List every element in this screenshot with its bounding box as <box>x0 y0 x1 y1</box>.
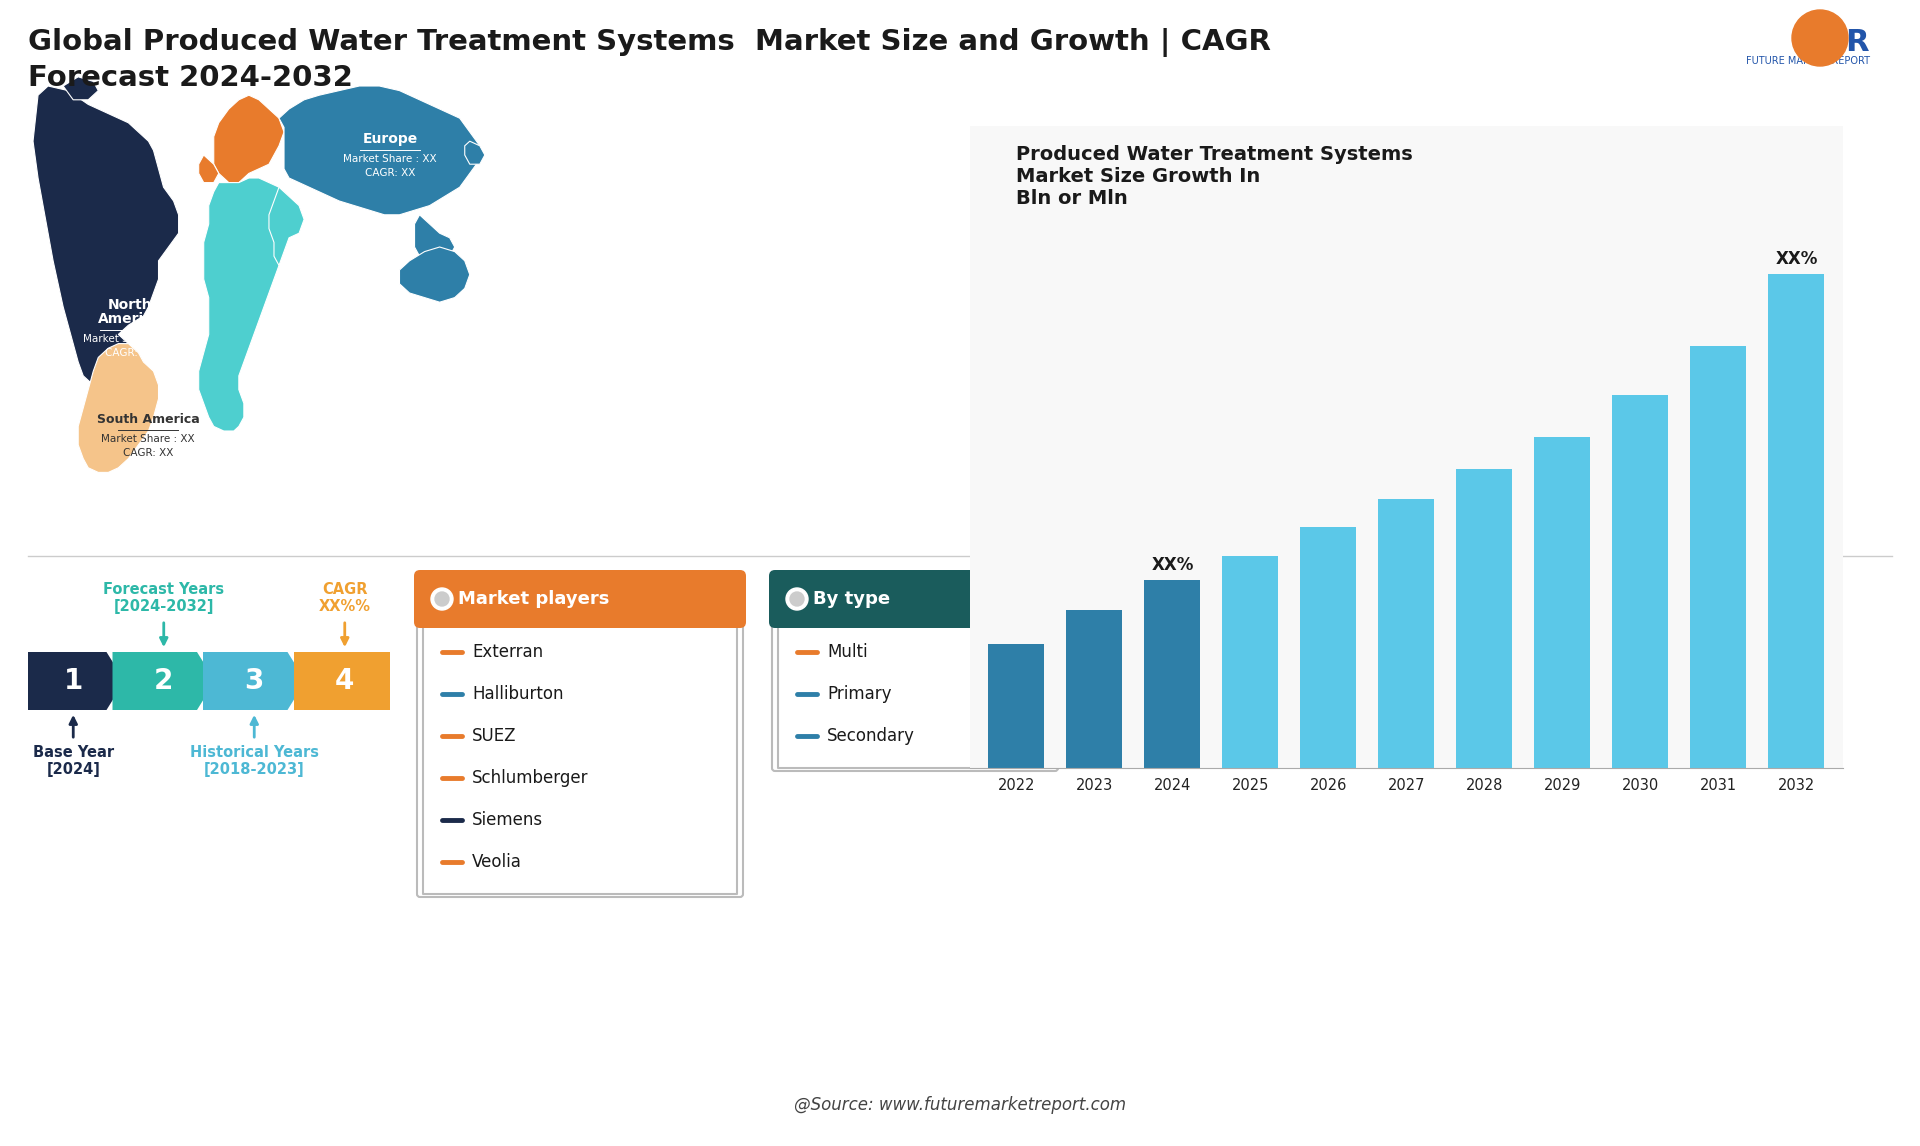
Text: MEA: MEA <box>328 292 363 306</box>
FancyBboxPatch shape <box>772 619 1058 771</box>
Text: Market Share : XX: Market Share : XX <box>102 434 194 444</box>
Circle shape <box>785 588 808 610</box>
FancyBboxPatch shape <box>1083 619 1367 729</box>
Text: By type: By type <box>812 590 891 609</box>
Bar <box>1144 580 1200 768</box>
Bar <box>989 644 1044 768</box>
Text: Siemens: Siemens <box>472 811 543 829</box>
Text: Onshore: Onshore <box>1137 685 1206 702</box>
Bar <box>1066 610 1123 768</box>
Text: 4: 4 <box>336 667 355 694</box>
Bar <box>1379 499 1434 768</box>
Polygon shape <box>278 86 480 214</box>
FancyBboxPatch shape <box>417 619 743 897</box>
FancyBboxPatch shape <box>770 570 1062 628</box>
Bar <box>1534 437 1590 768</box>
Polygon shape <box>294 652 390 711</box>
Text: XX%: XX% <box>1152 556 1194 574</box>
Text: CAGR: XX: CAGR: XX <box>106 348 156 358</box>
Text: Asia Pacific: Asia Pacific <box>461 223 540 236</box>
Text: 2: 2 <box>154 667 173 694</box>
Circle shape <box>430 588 453 610</box>
Bar <box>1613 395 1668 768</box>
Circle shape <box>1096 588 1117 610</box>
Polygon shape <box>415 214 455 261</box>
Text: Forecast Years
[2024-2032]: Forecast Years [2024-2032] <box>104 582 225 614</box>
Bar <box>1455 469 1513 768</box>
Polygon shape <box>113 652 215 711</box>
Text: Halliburton: Halliburton <box>472 685 563 702</box>
FancyBboxPatch shape <box>1079 570 1371 628</box>
Polygon shape <box>29 652 125 711</box>
Bar <box>1223 556 1279 768</box>
Text: Forecast 2024-2032: Forecast 2024-2032 <box>29 64 353 92</box>
Text: Market Share : XX: Market Share : XX <box>298 314 392 324</box>
Text: Market Share : XX: Market Share : XX <box>83 333 177 344</box>
Bar <box>1690 346 1747 768</box>
Polygon shape <box>213 95 284 182</box>
Bar <box>1300 527 1356 768</box>
Text: Produced Water Treatment Systems
Market Size Growth In
Bln or Mln: Produced Water Treatment Systems Market … <box>1016 144 1413 207</box>
Text: North: North <box>108 298 152 312</box>
Polygon shape <box>63 77 98 100</box>
Polygon shape <box>198 155 219 182</box>
Circle shape <box>1791 10 1847 66</box>
Text: @Source: www.futuremarketreport.com: @Source: www.futuremarketreport.com <box>795 1096 1125 1114</box>
Polygon shape <box>269 187 303 266</box>
Polygon shape <box>33 86 179 390</box>
Text: Multi: Multi <box>828 643 868 661</box>
Text: Market players: Market players <box>459 590 609 609</box>
Text: Schlumberger: Schlumberger <box>472 769 589 787</box>
Text: South America: South America <box>96 413 200 426</box>
Text: FMR: FMR <box>1795 28 1870 57</box>
Text: Historical Years
[2018-2023]: Historical Years [2018-2023] <box>190 745 319 777</box>
Polygon shape <box>465 141 486 164</box>
Polygon shape <box>204 652 305 711</box>
Polygon shape <box>399 248 470 303</box>
Text: Base Year
[2024]: Base Year [2024] <box>33 745 113 777</box>
Text: America: America <box>98 312 161 325</box>
Text: CAGR: XX: CAGR: XX <box>365 168 415 178</box>
Text: 1: 1 <box>63 667 83 694</box>
Polygon shape <box>198 178 294 431</box>
Text: 3: 3 <box>244 667 263 694</box>
Text: Global Produced Water Treatment Systems  Market Size and Growth | CAGR: Global Produced Water Treatment Systems … <box>29 28 1271 57</box>
Circle shape <box>1100 592 1114 606</box>
Text: Offshore: Offshore <box>1137 643 1208 661</box>
Text: XX%: XX% <box>1776 250 1818 268</box>
Text: CAGR: XX: CAGR: XX <box>474 258 526 268</box>
Text: Secondary: Secondary <box>828 727 914 745</box>
Text: By application: By application <box>1123 590 1267 609</box>
Circle shape <box>789 592 804 606</box>
Text: Veolia: Veolia <box>472 853 522 871</box>
Circle shape <box>436 592 449 606</box>
Text: Europe: Europe <box>363 132 419 146</box>
FancyBboxPatch shape <box>415 570 747 628</box>
Text: CAGR
XX%%: CAGR XX%% <box>319 582 371 614</box>
Text: Market Share : XX: Market Share : XX <box>344 154 438 164</box>
Text: CAGR: XX: CAGR: XX <box>321 328 371 338</box>
Text: SUEZ: SUEZ <box>472 727 516 745</box>
Text: Exterran: Exterran <box>472 643 543 661</box>
Text: Primary: Primary <box>828 685 891 702</box>
Text: FUTURE MARKET REPORT: FUTURE MARKET REPORT <box>1745 56 1870 66</box>
Text: Market Share : XX: Market Share : XX <box>453 244 547 254</box>
Polygon shape <box>79 344 159 472</box>
Text: CAGR: XX: CAGR: XX <box>123 448 173 458</box>
Bar <box>1768 274 1824 768</box>
